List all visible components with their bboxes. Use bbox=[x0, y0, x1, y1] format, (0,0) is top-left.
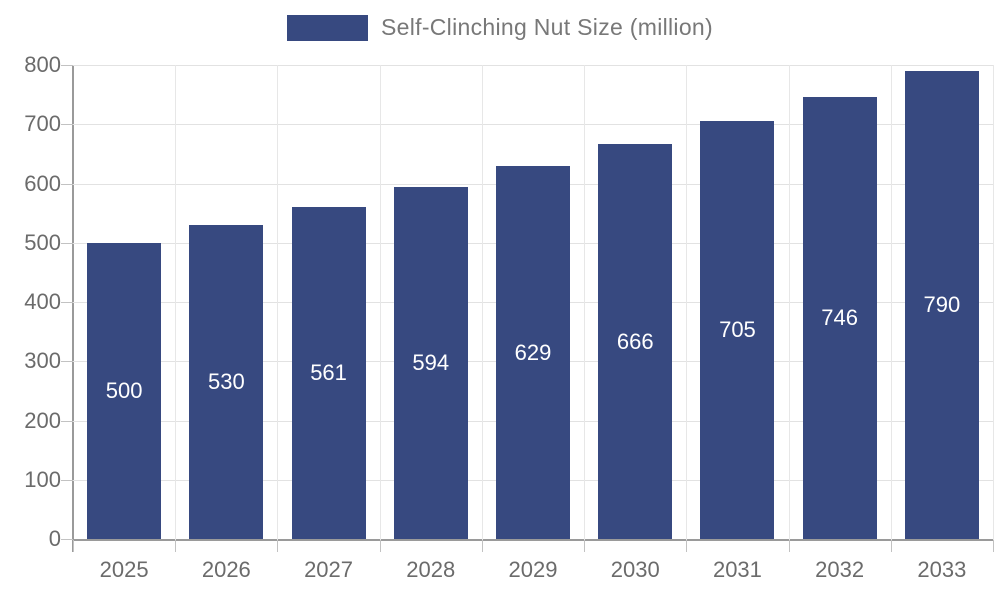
x-tick-mark bbox=[993, 540, 994, 552]
bar-value-label: 790 bbox=[923, 291, 961, 317]
y-tick-label: 300 bbox=[24, 348, 61, 374]
x-tick-mark bbox=[175, 540, 177, 552]
v-gridline bbox=[890, 65, 892, 540]
x-axis-line bbox=[72, 539, 993, 541]
x-tick-label: 2029 bbox=[508, 557, 558, 582]
y-tick-mark bbox=[61, 183, 73, 185]
bar-value-label: 561 bbox=[310, 359, 347, 385]
x-tick-mark bbox=[686, 540, 688, 552]
x-tick-mark bbox=[73, 540, 74, 552]
x-tick-mark bbox=[584, 540, 586, 552]
v-gridline bbox=[788, 65, 790, 540]
legend-swatch bbox=[286, 14, 368, 41]
y-tick-label: 800 bbox=[24, 52, 61, 77]
y-tick-label: 100 bbox=[24, 466, 61, 492]
bar-value-label: 594 bbox=[412, 350, 450, 376]
v-gridline bbox=[379, 65, 381, 540]
bar-value-label: 705 bbox=[719, 317, 756, 343]
bar-value-label: 530 bbox=[207, 368, 245, 394]
x-tick-label: 2026 bbox=[201, 557, 251, 582]
v-gridline bbox=[993, 65, 994, 540]
bar-value-label: 746 bbox=[821, 305, 859, 330]
y-tick-mark bbox=[61, 539, 73, 540]
h-gridline bbox=[73, 124, 993, 126]
y-tick-label: 500 bbox=[24, 229, 61, 255]
y-tick-mark bbox=[61, 361, 73, 363]
bar-2026: 530 bbox=[189, 224, 264, 539]
x-tick-label: 2027 bbox=[304, 557, 354, 582]
y-tick-label: 600 bbox=[24, 170, 61, 196]
v-gridline bbox=[175, 65, 177, 540]
bar-value-label: 629 bbox=[514, 339, 552, 365]
bar-2029: 629 bbox=[496, 166, 570, 539]
y-tick-label: 0 bbox=[48, 526, 61, 551]
bar-2025: 500 bbox=[87, 242, 162, 539]
y-tick-mark bbox=[61, 124, 73, 126]
x-tick-label: 2032 bbox=[815, 557, 865, 582]
x-tick-mark bbox=[277, 540, 279, 552]
y-axis-line bbox=[72, 65, 74, 552]
y-tick-mark bbox=[61, 65, 73, 66]
x-tick-mark bbox=[788, 540, 790, 552]
v-gridline bbox=[481, 65, 483, 540]
bar-2028: 594 bbox=[393, 187, 468, 539]
bar-2030: 666 bbox=[598, 144, 673, 539]
v-gridline bbox=[584, 65, 586, 540]
bar-2033: 790 bbox=[904, 70, 979, 539]
legend-label: Self-Clinching Nut Size (million) bbox=[380, 14, 713, 40]
legend-item[interactable]: Self-Clinching Nut Size (million) bbox=[286, 14, 713, 41]
bar-value-label: 500 bbox=[105, 377, 143, 403]
y-tick-mark bbox=[61, 420, 73, 422]
h-gridline bbox=[73, 65, 993, 66]
bar-value-label: 666 bbox=[616, 328, 654, 354]
chart-legend: Self-Clinching Nut Size (million) bbox=[0, 14, 1000, 41]
v-gridline bbox=[277, 65, 279, 540]
y-tick-label: 200 bbox=[24, 407, 61, 433]
x-tick-mark bbox=[890, 540, 892, 552]
x-tick-label: 2030 bbox=[610, 557, 660, 582]
x-tick-label: 2025 bbox=[99, 557, 149, 582]
bar-2032: 746 bbox=[802, 97, 877, 539]
x-tick-mark bbox=[481, 540, 483, 552]
x-tick-mark bbox=[379, 540, 381, 552]
y-tick-label: 400 bbox=[24, 289, 61, 314]
y-tick-mark bbox=[61, 479, 73, 481]
x-tick-label: 2031 bbox=[712, 557, 762, 582]
bar-2031: 705 bbox=[700, 121, 775, 539]
y-tick-mark bbox=[61, 302, 73, 303]
x-tick-label: 2033 bbox=[917, 557, 967, 582]
v-gridline bbox=[686, 65, 688, 540]
y-tick-label: 700 bbox=[24, 111, 61, 137]
x-tick-label: 2028 bbox=[406, 557, 456, 582]
plot-area: 0 100 200 300 400 500 600 700 800 500 2025 530 2026 5… bbox=[24, 53, 994, 582]
bar-2027: 561 bbox=[291, 206, 366, 539]
y-tick-mark bbox=[61, 242, 73, 244]
